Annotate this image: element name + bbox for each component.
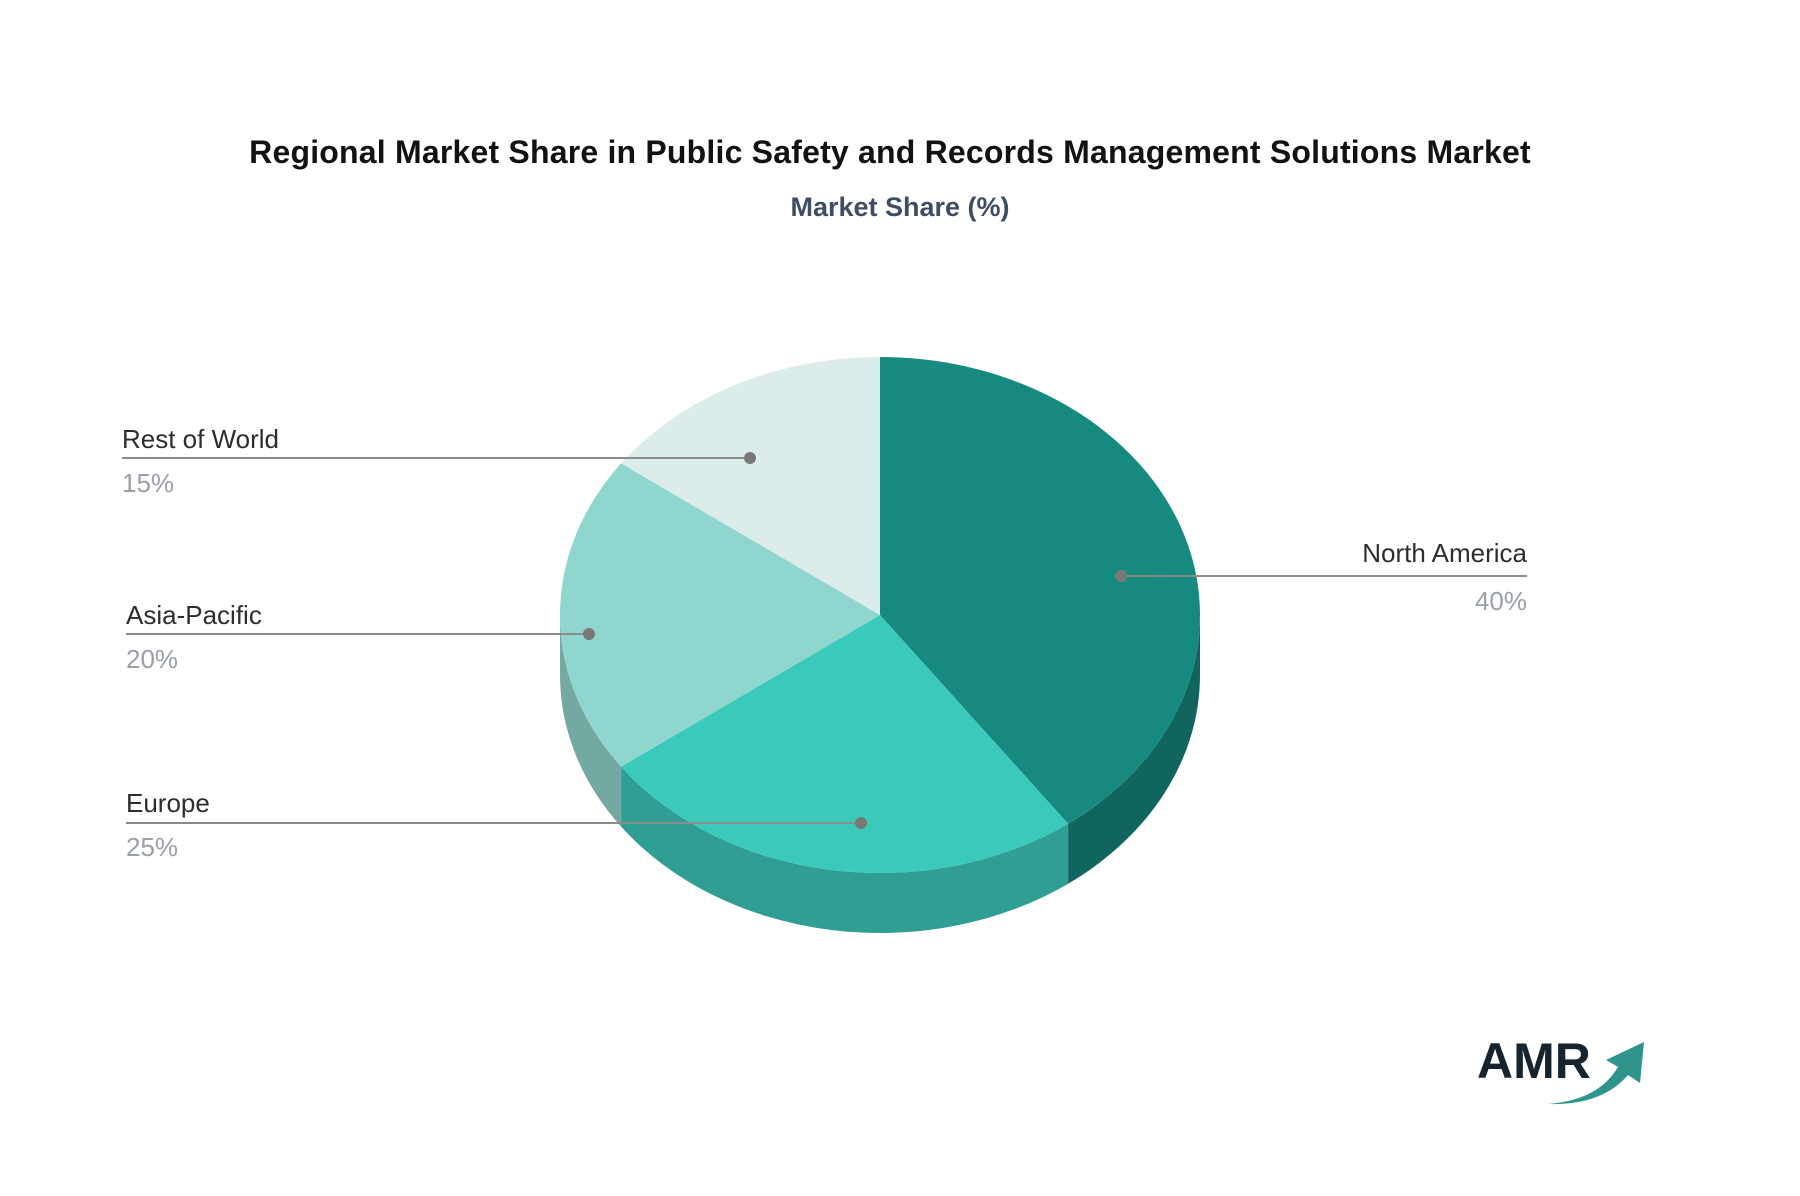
pie-slice-asia-pacific[interactable] <box>560 463 880 767</box>
label-europe: Europe <box>126 788 210 818</box>
percent-asia-pacific: 20% <box>126 644 179 674</box>
label-north-america: North America <box>1362 538 1527 568</box>
leader-dot-north-america <box>1115 570 1127 582</box>
leader-lines <box>122 457 1527 824</box>
pie-slice-north-america[interactable] <box>880 357 1200 824</box>
pie-slices <box>560 357 1200 873</box>
chart-subtitle: Market Share (%) <box>790 192 1010 222</box>
pie-slice-side-europe <box>621 766 1069 933</box>
pie-slice-side-asia-pacific <box>560 615 622 827</box>
percent-rest-of-world: 15% <box>122 468 175 498</box>
leader-dot-rest-of-world <box>744 452 756 464</box>
amr-arrow-icon <box>1548 1042 1644 1105</box>
pie-slice-rest-of-world[interactable] <box>621 357 880 615</box>
label-rest-of-world: Rest of World <box>122 424 280 454</box>
leader-dot-asia-pacific <box>583 628 595 640</box>
percent-north-america: 40% <box>1474 586 1527 616</box>
chart-title: Regional Market Share in Public Safety a… <box>249 134 1531 170</box>
pie-slice-side-north-america <box>1068 615 1200 884</box>
leader-dot-europe <box>855 817 867 829</box>
percent-europe: 25% <box>126 832 179 862</box>
amr-logo: AMR <box>1477 1033 1591 1089</box>
leader-dots <box>583 452 1127 829</box>
pie-3d-sides <box>560 615 1200 933</box>
pie-slice-europe[interactable] <box>621 615 1069 873</box>
label-asia-pacific: Asia-Pacific <box>126 600 262 630</box>
